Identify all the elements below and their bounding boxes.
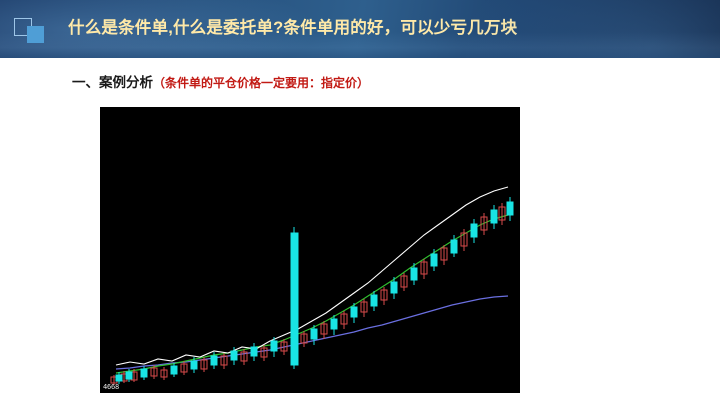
section-heading-label: 一、案例分析	[72, 75, 153, 90]
chart-background	[100, 107, 520, 393]
ma-slow-line	[115, 214, 509, 374]
section-heading-note: （条件单的平仓价格一定要用：指定价）	[153, 76, 370, 90]
chart-corner-value: 4668	[103, 383, 120, 391]
ma-fast-line	[115, 186, 509, 366]
header-square-marks	[14, 18, 58, 44]
stock-chart-image: 4668	[100, 107, 520, 393]
candlestick-chart	[100, 107, 520, 393]
square-solid-icon	[27, 26, 44, 43]
candlestick-series	[110, 197, 514, 385]
page-title: 什么是条件单,什么是委托单?条件单用的好，可以少亏几万块	[68, 19, 518, 37]
slide-header-band: 什么是条件单,什么是委托单?条件单用的好，可以少亏几万块	[0, 0, 720, 58]
section-heading: 一、案例分析（条件单的平仓价格一定要用：指定价）	[72, 74, 369, 92]
